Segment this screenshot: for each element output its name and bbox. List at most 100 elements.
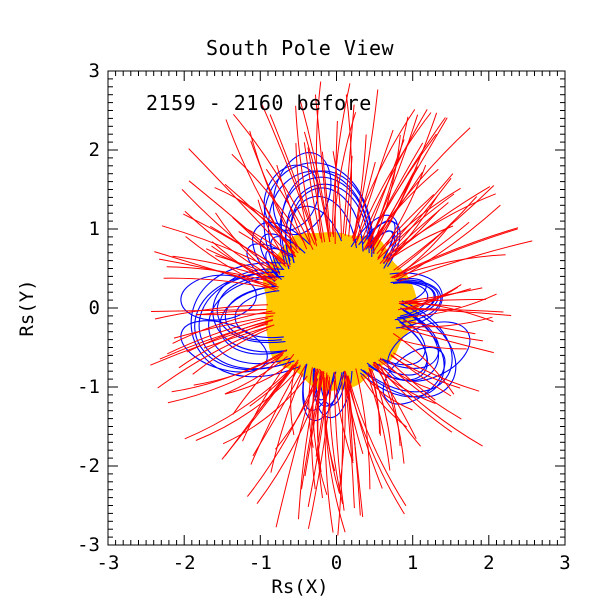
- open-field-line: [261, 104, 316, 241]
- axes-frame-group: [107, 70, 566, 546]
- open-field-line: [371, 172, 414, 249]
- open-field-line: [250, 364, 301, 465]
- closed-field-line: [285, 183, 370, 265]
- closed-field-line: [379, 309, 440, 369]
- closed-field-line: [362, 300, 453, 393]
- open-field-line: [186, 319, 274, 353]
- open-field-line: [403, 320, 476, 335]
- open-field-line: [242, 353, 295, 442]
- open-field-line: [184, 210, 278, 281]
- closed-field-line: [219, 285, 287, 355]
- open-field-line: [406, 326, 483, 342]
- open-field-line: [402, 298, 487, 303]
- open-field-line: [398, 301, 494, 323]
- open-field-line: [379, 357, 462, 420]
- open-field-lines-group: [150, 81, 533, 536]
- sun-disk-group: [263, 232, 419, 391]
- open-field-line: [355, 368, 371, 490]
- open-field-line: [332, 151, 342, 239]
- open-field-line: [276, 164, 308, 250]
- open-field-line: [372, 166, 418, 254]
- open-field-line: [181, 189, 281, 275]
- open-field-line: [247, 368, 320, 497]
- y-tick-label: -2: [77, 455, 100, 477]
- open-field-line: [362, 373, 413, 411]
- open-field-line: [393, 352, 480, 392]
- open-field-line: [347, 375, 407, 507]
- open-field-line: [372, 361, 417, 439]
- annotation-text: 2159 - 2160 before: [146, 91, 372, 115]
- open-field-line: [196, 312, 276, 316]
- open-field-line: [337, 375, 344, 536]
- open-field-line: [173, 315, 274, 339]
- closed-field-line: [381, 317, 426, 366]
- open-field-line: [295, 143, 311, 243]
- open-field-line: [388, 209, 440, 262]
- open-field-line: [366, 114, 419, 249]
- open-field-line: [328, 376, 344, 505]
- open-field-line: [334, 371, 354, 464]
- open-field-line: [214, 187, 298, 246]
- open-field-line: [354, 112, 432, 246]
- open-field-line: [224, 356, 288, 395]
- open-field-line: [390, 227, 519, 279]
- open-field-line: [231, 153, 305, 243]
- open-field-line: [344, 370, 405, 515]
- closed-field-line: [359, 309, 445, 398]
- open-field-line: [342, 104, 355, 234]
- open-field-line: [383, 173, 454, 254]
- x-tick-label: -1: [248, 552, 272, 574]
- open-field-line: [303, 142, 322, 239]
- open-field-line: [249, 130, 298, 250]
- open-field-line: [211, 241, 279, 288]
- open-field-line: [367, 116, 409, 247]
- open-field-line: [307, 381, 333, 529]
- open-field-line: [378, 363, 483, 447]
- open-field-line: [307, 380, 330, 507]
- closed-field-loop-ellipse: [180, 320, 268, 373]
- open-field-line: [368, 127, 471, 249]
- open-field-line: [321, 151, 331, 237]
- open-field-line: [163, 277, 269, 289]
- open-field-line: [315, 374, 329, 457]
- open-field-line: [304, 371, 325, 477]
- open-field-line: [256, 359, 299, 415]
- open-field-line: [387, 193, 496, 257]
- x-tick-label: 0: [330, 552, 343, 574]
- open-field-line: [333, 380, 345, 511]
- y-tick-label: -1: [77, 376, 100, 398]
- open-field-line: [225, 362, 292, 395]
- open-field-line: [390, 354, 452, 397]
- open-field-line: [159, 258, 270, 286]
- open-field-line: [157, 325, 272, 389]
- open-field-line: [167, 354, 284, 404]
- open-field-line: [378, 359, 431, 390]
- open-field-line: [225, 119, 297, 258]
- open-field-line: [368, 168, 439, 247]
- sun-disk: [263, 232, 419, 391]
- open-field-line: [171, 349, 288, 393]
- closed-field-loop-ellipse: [272, 152, 332, 236]
- open-field-line: [347, 375, 383, 489]
- open-field-line: [290, 364, 297, 436]
- open-field-line: [398, 240, 533, 282]
- open-field-line: [275, 370, 318, 528]
- open-field-line: [367, 133, 437, 241]
- open-field-line: [392, 332, 455, 395]
- x-tick-label: 1: [406, 552, 419, 574]
- closed-field-line: [263, 162, 375, 279]
- x-tick-label: 2: [483, 552, 495, 574]
- open-field-line: [400, 327, 494, 354]
- open-field-line: [376, 194, 435, 255]
- open-field-line: [324, 377, 341, 494]
- open-field-line: [406, 307, 504, 313]
- y-tick-label: 3: [88, 60, 100, 82]
- open-field-line: [393, 254, 506, 279]
- open-field-line: [395, 228, 518, 277]
- y-tick-label: 0: [88, 297, 100, 319]
- open-field-line: [387, 359, 436, 401]
- open-field-line: [188, 148, 289, 255]
- open-field-line: [256, 372, 325, 505]
- open-field-line: [377, 164, 427, 259]
